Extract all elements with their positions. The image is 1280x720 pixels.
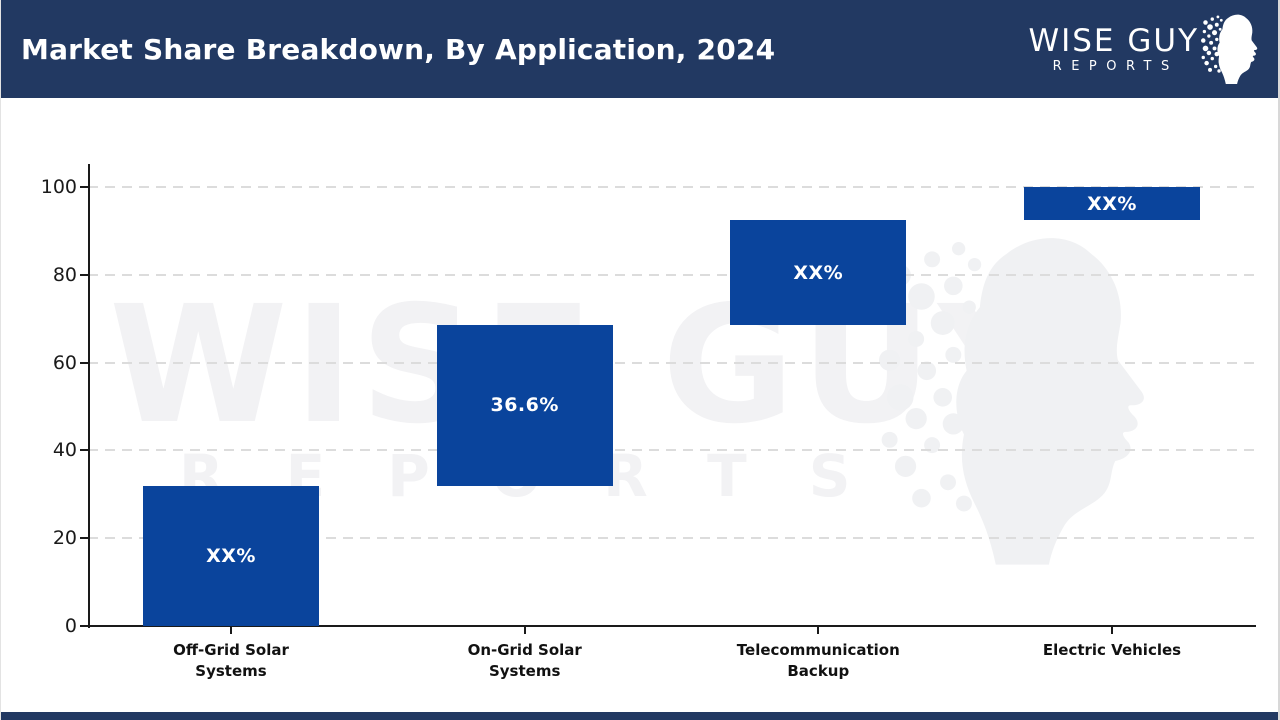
y-gridline [88,273,1256,276]
y-gridline [88,186,1256,188]
x-axis-tick-mark [1111,626,1113,634]
x-axis-tick-mark [817,626,820,634]
y-axis-tick-mark [80,449,88,452]
x-axis-category-label: Telecommunication Backup [736,641,900,680]
y-axis-tick-label: 100 [40,176,77,198]
y-axis-tick-label: 0 [64,615,77,637]
bar-value-label: XX% [1087,192,1137,215]
brand-subname: REPORTS [1052,58,1179,74]
y-axis-line [88,164,90,628]
y-axis-tick-mark [80,186,88,188]
x-axis-category-label: On-Grid Solar Systems [467,641,582,680]
y-axis-tick-mark [80,273,88,276]
y-axis-tick-label: 80 [52,263,77,286]
brand-logo: WISE GUY REPORTS [1028,11,1263,87]
y-axis-tick-label: 40 [52,439,77,462]
y-axis-tick-label: 60 [52,351,77,374]
bar-segment: XX% [143,485,319,626]
y-axis-tick-mark [80,537,88,540]
x-axis-tick-mark [523,626,526,634]
x-axis-category-label: Electric Vehicles [1042,641,1182,659]
y-axis-tick-label: 20 [52,527,77,550]
bar-segment: XX% [730,220,907,325]
y-gridline [88,537,1256,540]
page-title: Market Share Breakdown, By Application, … [21,32,776,66]
bar-segment: 36.6% [436,324,613,486]
y-axis-tick-mark [80,625,88,627]
x-axis-line [87,625,1256,627]
y-axis-tick-mark [80,361,88,364]
header: Market Share Breakdown, By Application, … [1,0,1278,98]
bar-value-label: XX% [793,261,844,284]
bar-value-label: XX% [206,544,256,567]
y-gridline [88,449,1256,452]
brand-name: WISE GUY [1028,22,1199,59]
brand-logo-text: WISE GUY REPORTS [1028,24,1199,75]
bar-segment: XX% [1024,187,1200,221]
footer-bar [1,712,1278,720]
x-axis-tick-mark [230,626,232,634]
y-gridline [88,361,1256,364]
bar-value-label: 36.6% [490,394,559,417]
x-axis-category-label: Off-Grid Solar Systems [173,641,289,680]
